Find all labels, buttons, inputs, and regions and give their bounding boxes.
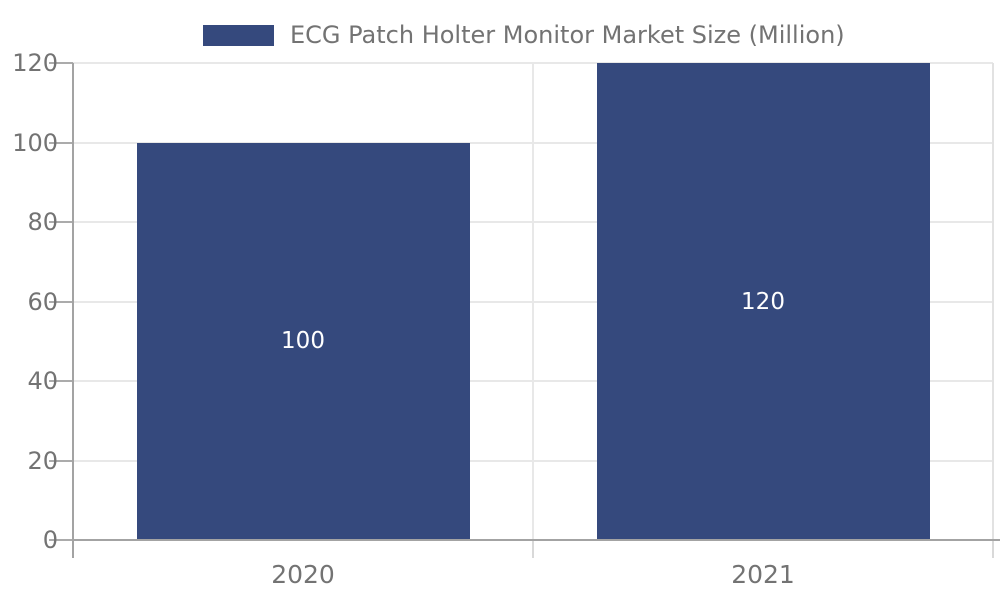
x-boundary-tick [532,540,534,558]
x-tick-label-2021: 2021 [731,560,795,589]
bar-2021: 120 [596,63,930,540]
chart-legend: ECG Patch Holter Monitor Market Size (Mi… [203,21,845,49]
y-tick-label-80: 80 [27,208,58,236]
y-tick-40 [49,380,73,382]
y-tick-100 [49,141,73,144]
y-tick-label-20: 20 [27,446,58,475]
x-axis-line [73,539,1000,541]
y-tick-label-120: 120 [12,49,58,77]
bar-value-label-2020: 100 [281,328,325,355]
y-tick-60 [49,300,73,303]
x-boundary-tick [992,540,994,558]
y-tick-0 [49,539,73,541]
right-spine [992,63,994,540]
y-tick-label-40: 40 [27,367,58,395]
bar-value-label-2021: 120 [741,288,785,315]
y-tick-label-0: 0 [42,526,58,554]
gridline-category-boundary [532,63,534,540]
y-tick-120 [49,62,73,64]
y-tick-80 [49,221,73,223]
legend-swatch [203,24,274,46]
legend-label: ECG Patch Holter Monitor Market Size (Mi… [290,21,845,49]
bar-2020: 100 [136,142,470,540]
y-axis-line [72,63,74,558]
x-tick-label-2020: 2020 [271,560,335,589]
y-tick-label-100: 100 [12,128,58,157]
y-tick-20 [49,459,73,462]
y-tick-label-60: 60 [27,287,58,316]
